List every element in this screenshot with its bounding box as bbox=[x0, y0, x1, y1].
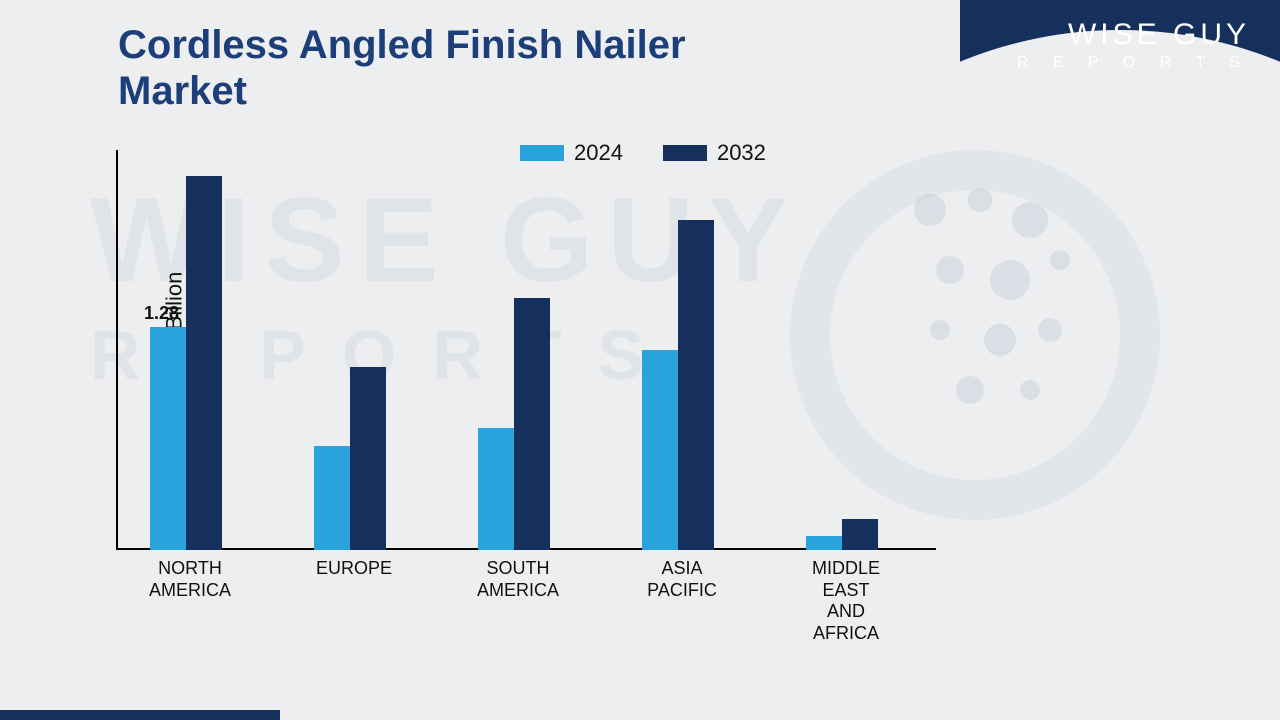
category-label: SOUTHAMERICA bbox=[448, 558, 588, 601]
category-label: MIDDLEEASTANDAFRICA bbox=[776, 558, 916, 644]
chart: Market Size in USD Billion NORTHAMERICAE… bbox=[60, 150, 960, 650]
bar bbox=[806, 536, 842, 550]
bar bbox=[186, 176, 222, 550]
bar bbox=[478, 428, 514, 550]
bar bbox=[150, 327, 186, 550]
value-label: 1.28 bbox=[144, 303, 179, 324]
plot-area bbox=[116, 150, 936, 550]
bar bbox=[350, 367, 386, 550]
bar bbox=[842, 519, 878, 550]
logo-line1: WISE GUY bbox=[1017, 18, 1250, 52]
canvas: WISE GUY R E P O R T S WISE GUY REPORTS … bbox=[0, 0, 1280, 720]
category-label: NORTHAMERICA bbox=[120, 558, 260, 601]
logo-line2: R E P O R T S bbox=[1017, 54, 1250, 72]
bar bbox=[314, 446, 350, 550]
logo: WISE GUY R E P O R T S bbox=[1017, 18, 1250, 72]
footer-accent-bar bbox=[0, 710, 280, 720]
bar bbox=[678, 220, 714, 550]
page-title: Cordless Angled Finish Nailer Market bbox=[118, 22, 818, 114]
bar bbox=[514, 298, 550, 550]
y-axis-line bbox=[116, 150, 118, 550]
bar bbox=[642, 350, 678, 550]
category-label: ASIAPACIFIC bbox=[612, 558, 752, 601]
category-label: EUROPE bbox=[284, 558, 424, 580]
